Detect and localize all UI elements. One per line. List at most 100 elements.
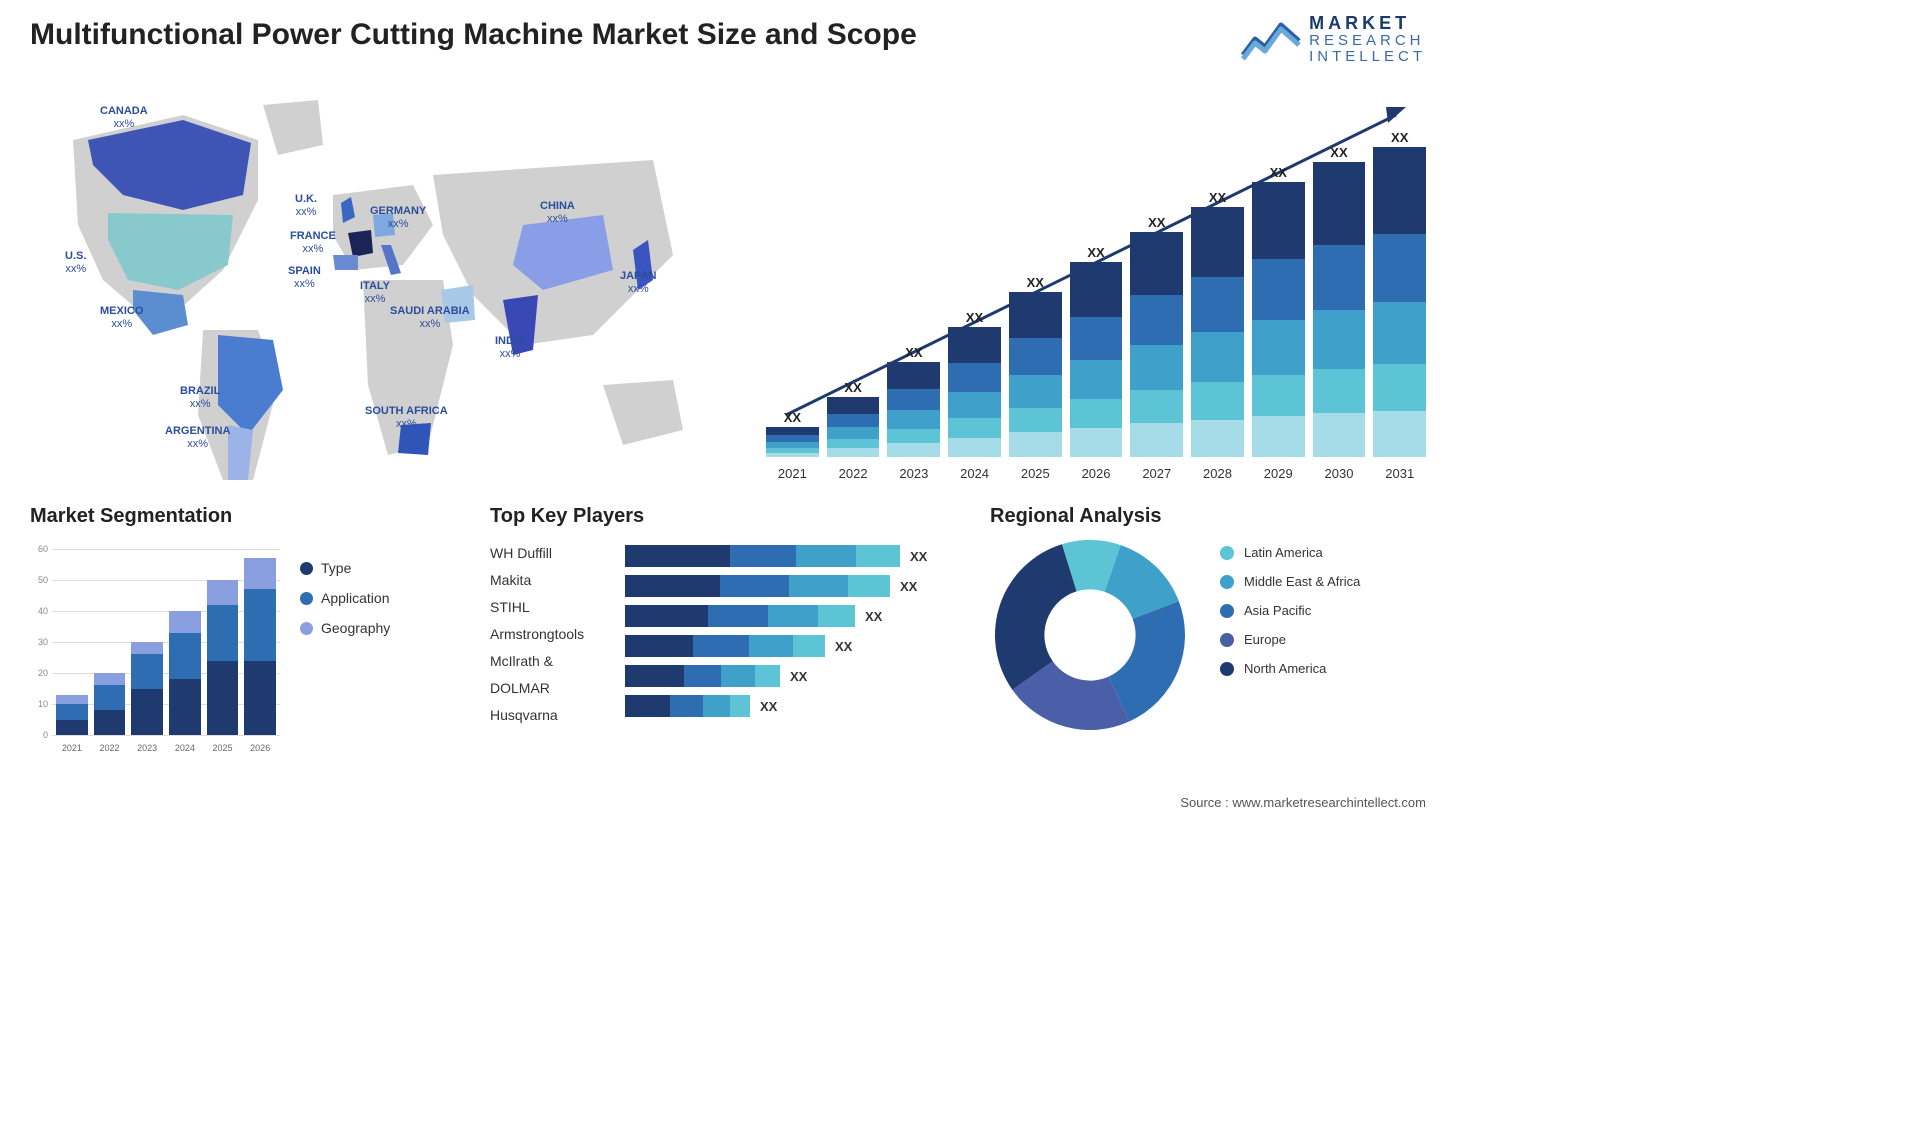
player-value: XX <box>900 579 917 594</box>
player-bar-row: XX <box>625 605 940 627</box>
player-name: Husqvarna <box>490 701 610 728</box>
y-tick: 40 <box>30 606 48 616</box>
legend-item: Application <box>300 590 390 606</box>
x-tick: 2031 <box>1373 466 1426 481</box>
legend-item: Geography <box>300 620 390 636</box>
bar-value-label: XX <box>905 345 922 360</box>
map-label: SOUTH AFRICAxx% <box>365 405 448 431</box>
bar-value-label: XX <box>844 380 861 395</box>
legend-swatch <box>300 592 313 605</box>
player-name: STIHL <box>490 593 610 620</box>
legend-swatch <box>1220 546 1234 560</box>
logo-line-3: INTELLECT <box>1309 49 1426 65</box>
x-tick: 2027 <box>1130 466 1183 481</box>
map-label: MEXICOxx% <box>100 305 143 331</box>
logo: MARKET RESEARCH INTELLECT <box>1241 14 1426 64</box>
player-name: Makita <box>490 566 610 593</box>
player-value: XX <box>835 639 852 654</box>
x-tick: 2023 <box>131 743 163 753</box>
y-tick: 30 <box>30 637 48 647</box>
map-label: ARGENTINAxx% <box>165 425 230 451</box>
x-tick: 2024 <box>169 743 201 753</box>
player-name: McIlrath & <box>490 647 610 674</box>
legend-swatch <box>1220 575 1234 589</box>
seg-bar <box>94 673 126 735</box>
x-tick: 2025 <box>1009 466 1062 481</box>
legend-label: Middle East & Africa <box>1244 574 1360 589</box>
legend-item: Latin America <box>1220 545 1360 560</box>
player-value: XX <box>910 549 927 564</box>
seg-bar <box>131 642 163 735</box>
player-name: WH Duffill <box>490 539 610 566</box>
legend-item: Asia Pacific <box>1220 603 1360 618</box>
map-label: CANADAxx% <box>100 105 148 131</box>
segmentation-panel: Market Segmentation 0102030405060 202120… <box>30 505 470 765</box>
x-tick: 2021 <box>56 743 88 753</box>
x-tick: 2022 <box>94 743 126 753</box>
x-tick: 2026 <box>1070 466 1123 481</box>
world-map: CANADAxx%U.S.xx%MEXICOxx%BRAZILxx%ARGENT… <box>30 85 736 485</box>
legend-swatch <box>300 562 313 575</box>
map-label: INDIAxx% <box>495 335 525 361</box>
legend-label: Europe <box>1244 632 1286 647</box>
main-bar: XX <box>1130 215 1183 457</box>
main-bar: XX <box>1252 165 1305 457</box>
logo-line-2: RESEARCH <box>1309 33 1426 49</box>
player-value: XX <box>760 699 777 714</box>
x-tick: 2028 <box>1191 466 1244 481</box>
main-bar: XX <box>1373 130 1426 457</box>
page-title: Multifunctional Power Cutting Machine Ma… <box>30 18 917 52</box>
player-bar-row: XX <box>625 665 940 687</box>
x-tick: 2023 <box>887 466 940 481</box>
legend-swatch <box>1220 633 1234 647</box>
map-label: BRAZILxx% <box>180 385 220 411</box>
logo-icon <box>1241 17 1301 61</box>
y-tick: 10 <box>30 699 48 709</box>
legend-item: Type <box>300 560 390 576</box>
segmentation-chart: 0102030405060 202120222023202420252026 <box>30 543 280 753</box>
seg-bar <box>244 558 276 735</box>
segmentation-legend: Type Application Geography <box>300 560 390 650</box>
map-label: GERMANYxx% <box>370 205 426 231</box>
legend-label: Latin America <box>1244 545 1323 560</box>
x-tick: 2022 <box>827 466 880 481</box>
key-players-title: Top Key Players <box>490 505 970 528</box>
donut-slice <box>995 544 1077 690</box>
regional-title: Regional Analysis <box>990 505 1426 528</box>
player-name: DOLMAR <box>490 674 610 701</box>
bar-value-label: XX <box>966 310 983 325</box>
legend-label: Asia Pacific <box>1244 603 1311 618</box>
main-bar: XX <box>1070 245 1123 457</box>
legend-label: Geography <box>321 620 390 636</box>
seg-bar <box>56 695 88 735</box>
logo-line-1: MARKET <box>1309 14 1426 33</box>
bar-value-label: XX <box>1270 165 1287 180</box>
player-bar-row: XX <box>625 575 940 597</box>
legend-item: Middle East & Africa <box>1220 574 1360 589</box>
player-bar-row: XX <box>625 635 940 657</box>
regional-legend: Latin America Middle East & Africa Asia Pa… <box>1220 545 1360 690</box>
x-tick: 2025 <box>207 743 239 753</box>
main-bar: XX <box>766 410 819 457</box>
y-tick: 60 <box>30 544 48 554</box>
map-label: JAPANxx% <box>620 270 656 296</box>
key-players-panel: Top Key Players WH DuffillMakitaSTIHLArm… <box>490 505 970 765</box>
y-tick: 50 <box>30 575 48 585</box>
x-tick: 2030 <box>1313 466 1366 481</box>
bar-value-label: XX <box>1209 190 1226 205</box>
map-label: U.K.xx% <box>295 193 317 219</box>
segmentation-title: Market Segmentation <box>30 505 470 528</box>
x-tick: 2021 <box>766 466 819 481</box>
seg-bar <box>169 611 201 735</box>
player-value: XX <box>865 609 882 624</box>
main-bar: XX <box>1191 190 1244 457</box>
legend-swatch <box>1220 604 1234 618</box>
main-bar: XX <box>948 310 1001 457</box>
source-text: Source : www.marketresearchintellect.com <box>1180 795 1426 810</box>
seg-bar <box>207 580 239 735</box>
bar-value-label: XX <box>1330 145 1347 160</box>
main-bar: XX <box>827 380 880 457</box>
bar-value-label: XX <box>1148 215 1165 230</box>
player-name: Armstrongtools <box>490 620 610 647</box>
map-label: SPAINxx% <box>288 265 321 291</box>
